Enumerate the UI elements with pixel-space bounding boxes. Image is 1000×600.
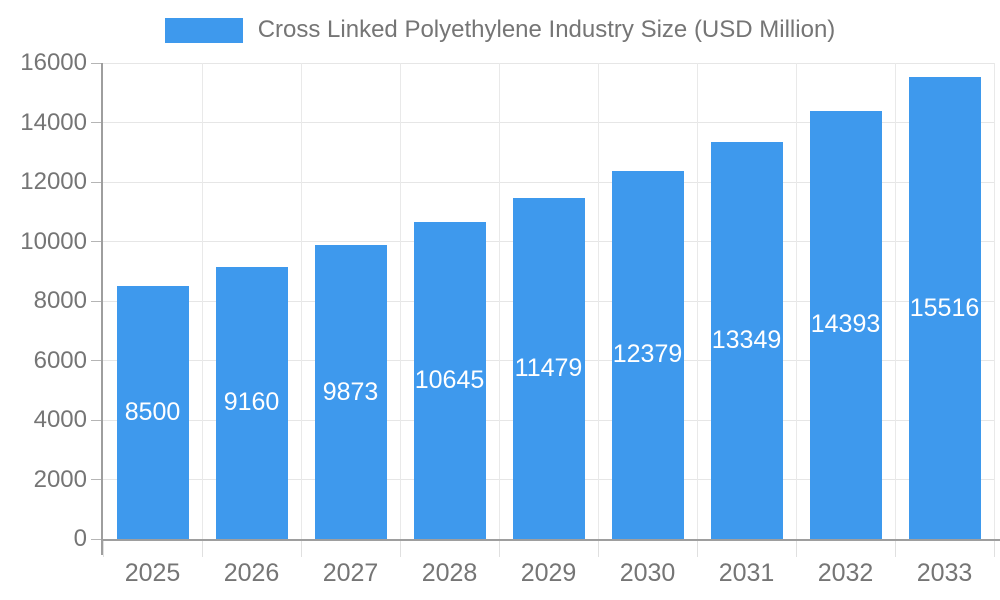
bar[interactable]: 8500	[116, 286, 189, 539]
bar-value-label: 10645	[414, 366, 485, 395]
bar[interactable]: 12379	[611, 170, 684, 539]
gridline-vertical	[993, 63, 995, 539]
bar-value-label: 9873	[322, 377, 379, 406]
bar-value-label: 14393	[810, 310, 881, 339]
y-axis-tick-label: 10000	[20, 227, 87, 255]
x-axis-line	[101, 539, 1000, 541]
bar-value-label: 15516	[909, 293, 980, 322]
gridline-vertical	[201, 63, 203, 539]
bar[interactable]: 13349	[710, 141, 783, 539]
y-axis-tick	[91, 419, 101, 421]
x-axis-tick	[993, 541, 995, 557]
y-axis-tick	[91, 181, 101, 183]
x-axis-tick	[894, 541, 896, 557]
x-axis-tick	[795, 541, 797, 557]
gridline-horizontal	[103, 62, 994, 64]
bar[interactable]: 11479	[512, 197, 585, 539]
legend-label: Cross Linked Polyethylene Industry Size …	[257, 16, 836, 43]
legend: Cross Linked Polyethylene Industry Size …	[0, 16, 1000, 44]
gridline-vertical	[300, 63, 302, 539]
y-axis-tick	[91, 360, 101, 361]
plot-area: 0 2000 4000 6000 8000 10000 12000 14000 16000 850…	[20, 49, 1000, 587]
legend-swatch	[164, 17, 243, 43]
x-axis-tick	[300, 541, 302, 557]
bar-value-label: 8500	[124, 398, 181, 427]
y-axis-tick-label: 0	[73, 525, 87, 552]
bar[interactable]: 9160	[215, 266, 288, 539]
gridline-horizontal	[103, 181, 994, 183]
y-axis-tick-label: 6000	[33, 346, 87, 374]
y-axis-tick-label: 16000	[20, 49, 87, 76]
gridline-vertical	[597, 63, 599, 539]
y-axis-tick	[91, 300, 101, 302]
y-axis-tick	[91, 479, 101, 480]
gridline-vertical	[498, 63, 500, 539]
y-axis-tick	[91, 62, 101, 64]
y-axis-tick-label: 4000	[33, 406, 87, 433]
bar[interactable]: 9873	[314, 245, 387, 539]
x-axis-tick	[102, 541, 104, 557]
y-axis-tick	[91, 241, 101, 242]
x-axis-tick-label: 2026	[223, 559, 280, 587]
x-axis-tick	[597, 541, 599, 557]
bar[interactable]: 14393	[809, 110, 882, 539]
x-axis-tick-label: 2031	[718, 559, 775, 587]
gridline-vertical	[696, 63, 698, 539]
y-axis-tick	[91, 122, 101, 123]
bar-value-label: 9160	[223, 388, 280, 417]
x-axis-tick-label: 2032	[817, 559, 874, 587]
x-axis-tick-label: 2029	[520, 559, 577, 587]
gridline-vertical	[894, 63, 896, 539]
x-axis-tick	[399, 541, 401, 557]
x-axis-tick	[201, 541, 203, 557]
y-axis-tick-label: 12000	[20, 168, 87, 195]
x-axis-tick-label: 2030	[619, 559, 676, 587]
x-axis-tick-label: 2028	[421, 559, 478, 587]
x-axis-tick-label: 2033	[916, 559, 973, 587]
x-axis-tick-label: 2025	[124, 559, 181, 587]
x-axis-tick-label: 2027	[322, 559, 379, 587]
gridline-vertical	[399, 63, 401, 539]
y-axis-tick-label: 8000	[33, 287, 87, 314]
y-axis-tick-label: 2000	[33, 465, 87, 493]
y-axis-tick-label: 14000	[20, 108, 87, 136]
x-axis-tick	[696, 541, 698, 557]
x-axis-tick	[498, 541, 500, 557]
bar[interactable]: 10645	[413, 222, 486, 539]
gridline-vertical	[795, 63, 797, 539]
bar-value-label: 13349	[711, 325, 782, 354]
bar-value-label: 11479	[514, 353, 583, 382]
gridline-horizontal	[103, 122, 994, 123]
y-axis-tick	[91, 538, 101, 540]
y-axis-line	[101, 63, 103, 555]
bar[interactable]: 15516	[908, 77, 981, 539]
bar-value-label: 12379	[612, 340, 683, 369]
